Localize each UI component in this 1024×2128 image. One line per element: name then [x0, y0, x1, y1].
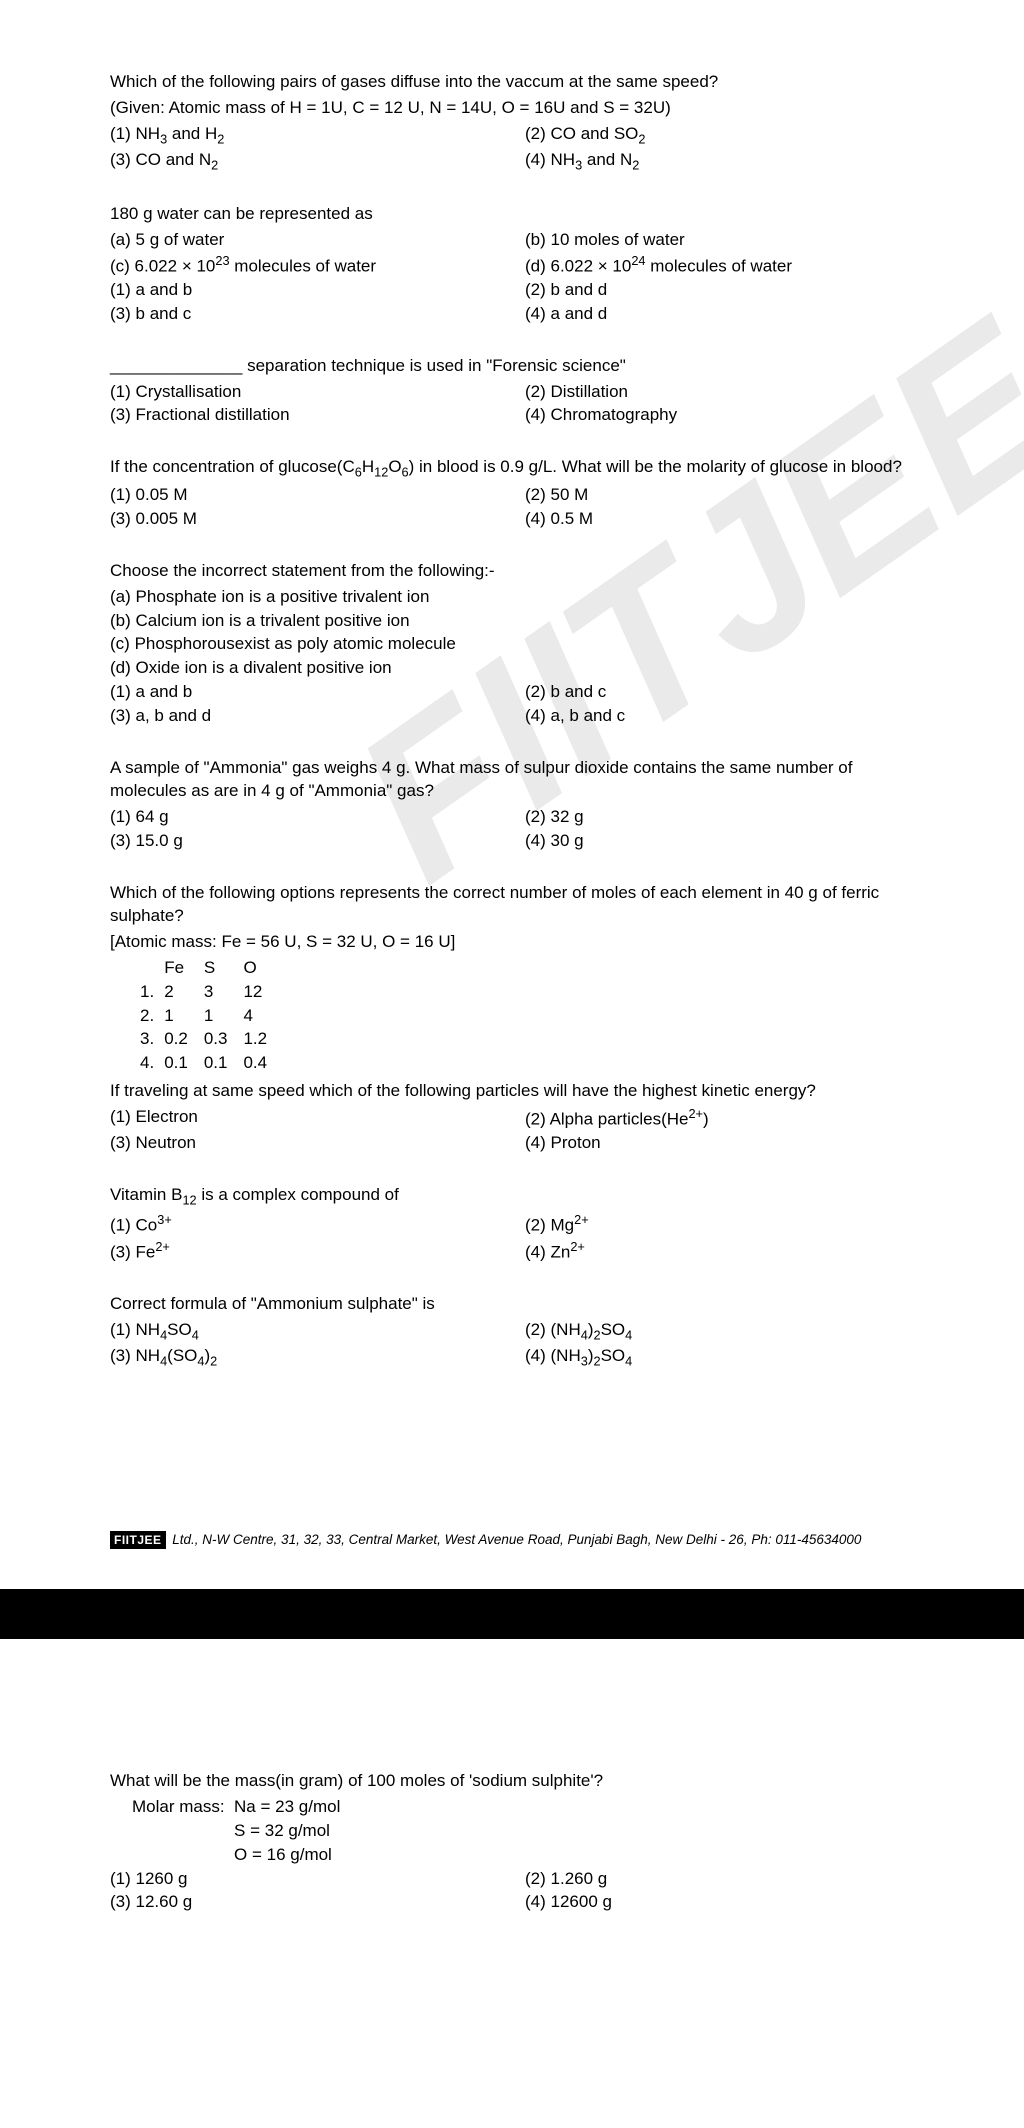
option-4: (4) (NH3)2SO4	[525, 1344, 924, 1370]
option-3: (3) 15.0 g	[110, 829, 509, 853]
option-3: (3) a, b and d	[110, 704, 509, 728]
question-3: ______________ separation technique is u…	[110, 354, 924, 427]
option-1: (1) Co3+	[110, 1211, 509, 1237]
option-2: (2) 50 M	[525, 483, 924, 507]
option-3: (3) b and c	[110, 302, 509, 326]
question-given: (Given: Atomic mass of H = 1U, C = 12 U,…	[110, 96, 924, 120]
question-stem: If traveling at same speed which of the …	[110, 1079, 924, 1103]
option-2: (2) Distillation	[525, 380, 924, 404]
moles-table: Fe S O 1.2312 2.114 3.0.20.31.2 4.0.10.1…	[140, 956, 283, 1075]
table-row: 1.2312	[140, 980, 283, 1004]
question-stem: Correct formula of "Ammonium sulphate" i…	[110, 1292, 924, 1316]
option-1: (1) 1260 g	[110, 1867, 509, 1891]
option-1: (1) Crystallisation	[110, 380, 509, 404]
subopt-d: (d) 6.022 × 1024 molecules of water	[525, 252, 924, 278]
question-stem: A sample of "Ammonia" gas weighs 4 g. Wh…	[110, 756, 924, 804]
option-2: (2) (NH4)2SO4	[525, 1318, 924, 1344]
option-4: (4) a, b and c	[525, 704, 924, 728]
subopt-b: (b) 10 moles of water	[525, 228, 924, 252]
subopt-b: (b) Calcium ion is a trivalent positive …	[110, 609, 924, 633]
option-3: (3) Fractional distillation	[110, 403, 509, 427]
question-8: If traveling at same speed which of the …	[110, 1079, 924, 1155]
question-stem: What will be the mass(in gram) of 100 mo…	[110, 1769, 924, 1793]
table-row: 3.0.20.31.2	[140, 1027, 283, 1051]
subopt-a: (a) 5 g of water	[110, 228, 509, 252]
option-2: (2) Mg2+	[525, 1211, 924, 1237]
option-1: (1) a and b	[110, 278, 509, 302]
option-4: (4) Zn2+	[525, 1238, 924, 1264]
option-1: (1) NH3 and H2	[110, 122, 509, 148]
option-1: (1) 0.05 M	[110, 483, 509, 507]
option-4: (4) Proton	[525, 1131, 924, 1155]
option-1: (1) Electron	[110, 1105, 509, 1131]
option-1: (1) NH4SO4	[110, 1318, 509, 1344]
question-6: A sample of "Ammonia" gas weighs 4 g. Wh…	[110, 756, 924, 853]
option-2: (2) b and d	[525, 278, 924, 302]
question-stem: 180 g water can be represented as	[110, 202, 924, 226]
question-4: If the concentration of glucose(C6H12O6)…	[110, 455, 924, 531]
table-row: 4.0.10.10.4	[140, 1051, 283, 1075]
question-given: [Atomic mass: Fe = 56 U, S = 32 U, O = 1…	[110, 930, 924, 954]
page-footer: FIITJEE Ltd., N-W Centre, 31, 32, 33, Ce…	[110, 1531, 924, 1550]
option-1: (1) a and b	[110, 680, 509, 704]
question-5: Choose the incorrect statement from the …	[110, 559, 924, 728]
question-10: Correct formula of "Ammonium sulphate" i…	[110, 1292, 924, 1370]
option-2: (2) CO and SO2	[525, 122, 924, 148]
option-3: (3) 0.005 M	[110, 507, 509, 531]
page-divider-band	[0, 1589, 1024, 1639]
option-3: (3) CO and N2	[110, 148, 509, 174]
question-2: 180 g water can be represented as (a) 5 …	[110, 202, 924, 326]
option-2: (2) 32 g	[525, 805, 924, 829]
option-2: (2) b and c	[525, 680, 924, 704]
question-stem: If the concentration of glucose(C6H12O6)…	[110, 455, 924, 481]
footer-text: Ltd., N-W Centre, 31, 32, 33, Central Ma…	[172, 1532, 861, 1547]
subopt-c: (c) Phosphorousexist as poly atomic mole…	[110, 632, 924, 656]
option-3: (3) Neutron	[110, 1131, 509, 1155]
subopt-a: (a) Phosphate ion is a positive trivalen…	[110, 585, 924, 609]
molar-mass-block: Molar mass: Na = 23 g/mol Molar mass: S …	[132, 1795, 924, 1866]
option-2: (2) Alpha particles(He2+)	[525, 1105, 924, 1131]
option-4: (4) a and d	[525, 302, 924, 326]
option-1: (1) 64 g	[110, 805, 509, 829]
question-stem: Which of the following pairs of gases di…	[110, 70, 924, 94]
option-4: (4) 30 g	[525, 829, 924, 853]
question-stem: Vitamin B12 is a complex compound of	[110, 1183, 924, 1209]
question-stem: Choose the incorrect statement from the …	[110, 559, 924, 583]
question-11: What will be the mass(in gram) of 100 mo…	[110, 1769, 924, 1914]
question-9: Vitamin B12 is a complex compound of (1)…	[110, 1183, 924, 1264]
option-4: (4) NH3 and N2	[525, 148, 924, 174]
subopt-d: (d) Oxide ion is a divalent positive ion	[110, 656, 924, 680]
option-2: (2) 1.260 g	[525, 1867, 924, 1891]
option-3: (3) 12.60 g	[110, 1890, 509, 1914]
question-stem: ______________ separation technique is u…	[110, 354, 924, 378]
question-7: Which of the following options represent…	[110, 881, 924, 1075]
subopt-c: (c) 6.022 × 1023 molecules of water	[110, 252, 509, 278]
table-header: Fe S O	[140, 956, 283, 980]
footer-logo: FIITJEE	[110, 1531, 166, 1550]
option-4: (4) 12600 g	[525, 1890, 924, 1914]
question-1: Which of the following pairs of gases di…	[110, 70, 924, 174]
option-4: (4) 0.5 M	[525, 507, 924, 531]
option-3: (3) NH4(SO4)2	[110, 1344, 509, 1370]
table-row: 2.114	[140, 1004, 283, 1028]
option-3: (3) Fe2+	[110, 1238, 509, 1264]
option-4: (4) Chromatography	[525, 403, 924, 427]
question-stem: Which of the following options represent…	[110, 881, 924, 929]
